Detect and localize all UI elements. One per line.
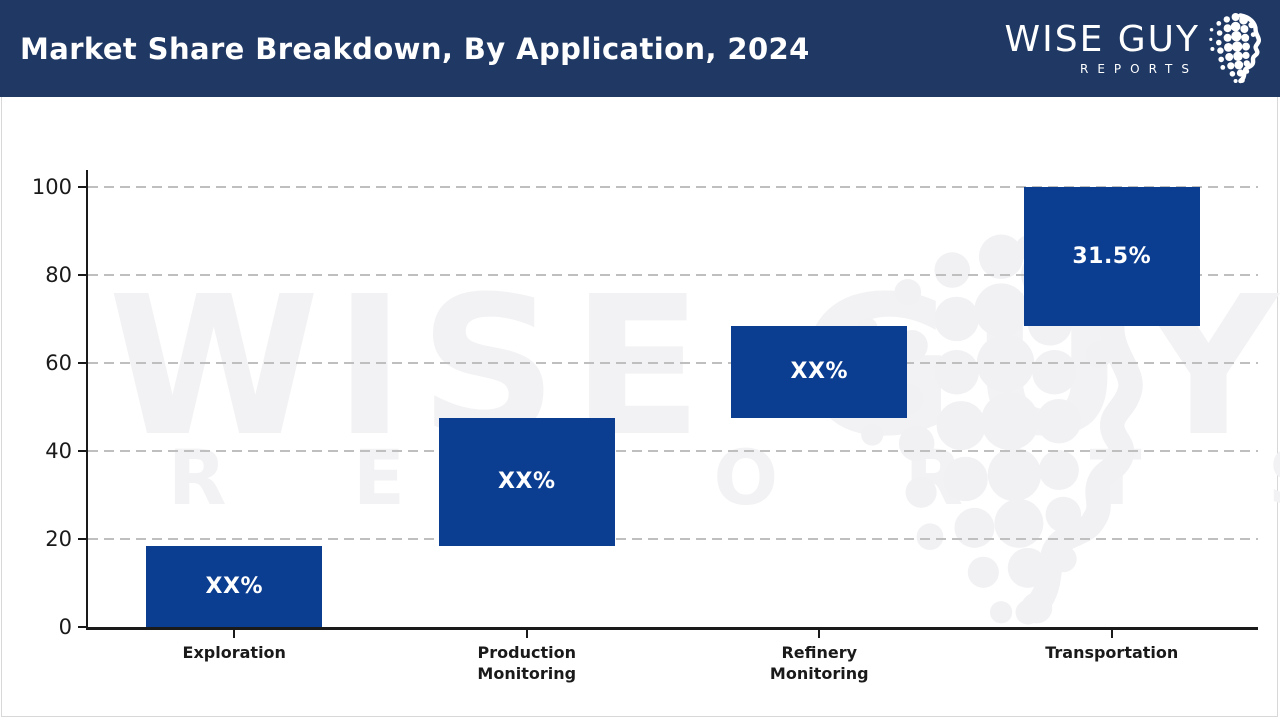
y-tick-mark <box>78 362 86 364</box>
x-category-label: Exploration <box>182 643 286 662</box>
gridline <box>88 186 1258 188</box>
y-tick-mark <box>78 274 86 276</box>
x-axis <box>86 627 1258 630</box>
plot-area: 0 20 40 60 80 100 XX% Exploration XX% Production … <box>32 175 1258 683</box>
y-tick-label: 20 <box>45 527 72 551</box>
x-tick-mark <box>1110 630 1113 638</box>
x-tick-mark <box>233 630 236 638</box>
gridline <box>88 538 1258 540</box>
gridline <box>88 450 1258 452</box>
y-tick-mark <box>78 450 86 452</box>
brand-logo: WISE GUY REPORTS <box>1005 9 1280 89</box>
y-tick-label: 60 <box>45 351 72 375</box>
x-tick-mark <box>818 630 821 638</box>
y-tick-label: 80 <box>45 263 72 287</box>
y-tick-mark <box>78 538 86 540</box>
bar-segment: 31.5% <box>1023 187 1200 326</box>
bar-segment: XX% <box>438 418 615 546</box>
y-tick-mark <box>78 186 86 188</box>
gridline <box>88 274 1258 276</box>
chart-title: Market Share Breakdown, By Application, … <box>20 31 810 66</box>
brand-logo-text: WISE GUY REPORTS <box>1004 18 1201 76</box>
header-bar: Market Share Breakdown, By Application, … <box>0 0 1280 97</box>
y-tick-mark <box>78 626 86 628</box>
x-category-label: Transportation <box>1045 643 1179 662</box>
y-tick-label: 0 <box>58 615 72 639</box>
dotted-head-icon <box>1194 9 1266 89</box>
x-category-label: Refinery Monitoring <box>769 643 869 683</box>
bar-value-label: XX% <box>790 359 848 385</box>
bar-value-label: XX% <box>205 573 263 599</box>
y-tick-label: 100 <box>31 175 72 199</box>
bar-segment: XX% <box>146 545 323 627</box>
x-tick-mark <box>525 630 528 638</box>
bar-value-label: 31.5% <box>1072 243 1152 269</box>
y-axis <box>86 170 88 629</box>
x-category-label: Production Monitoring <box>477 643 577 683</box>
y-tick-label: 40 <box>45 439 72 463</box>
bar-segment: XX% <box>731 325 908 418</box>
brand-name: WISE GUY <box>1004 18 1200 60</box>
gridline <box>88 362 1258 364</box>
brand-subtitle: REPORTS <box>1079 61 1198 76</box>
bar-value-label: XX% <box>498 469 556 495</box>
